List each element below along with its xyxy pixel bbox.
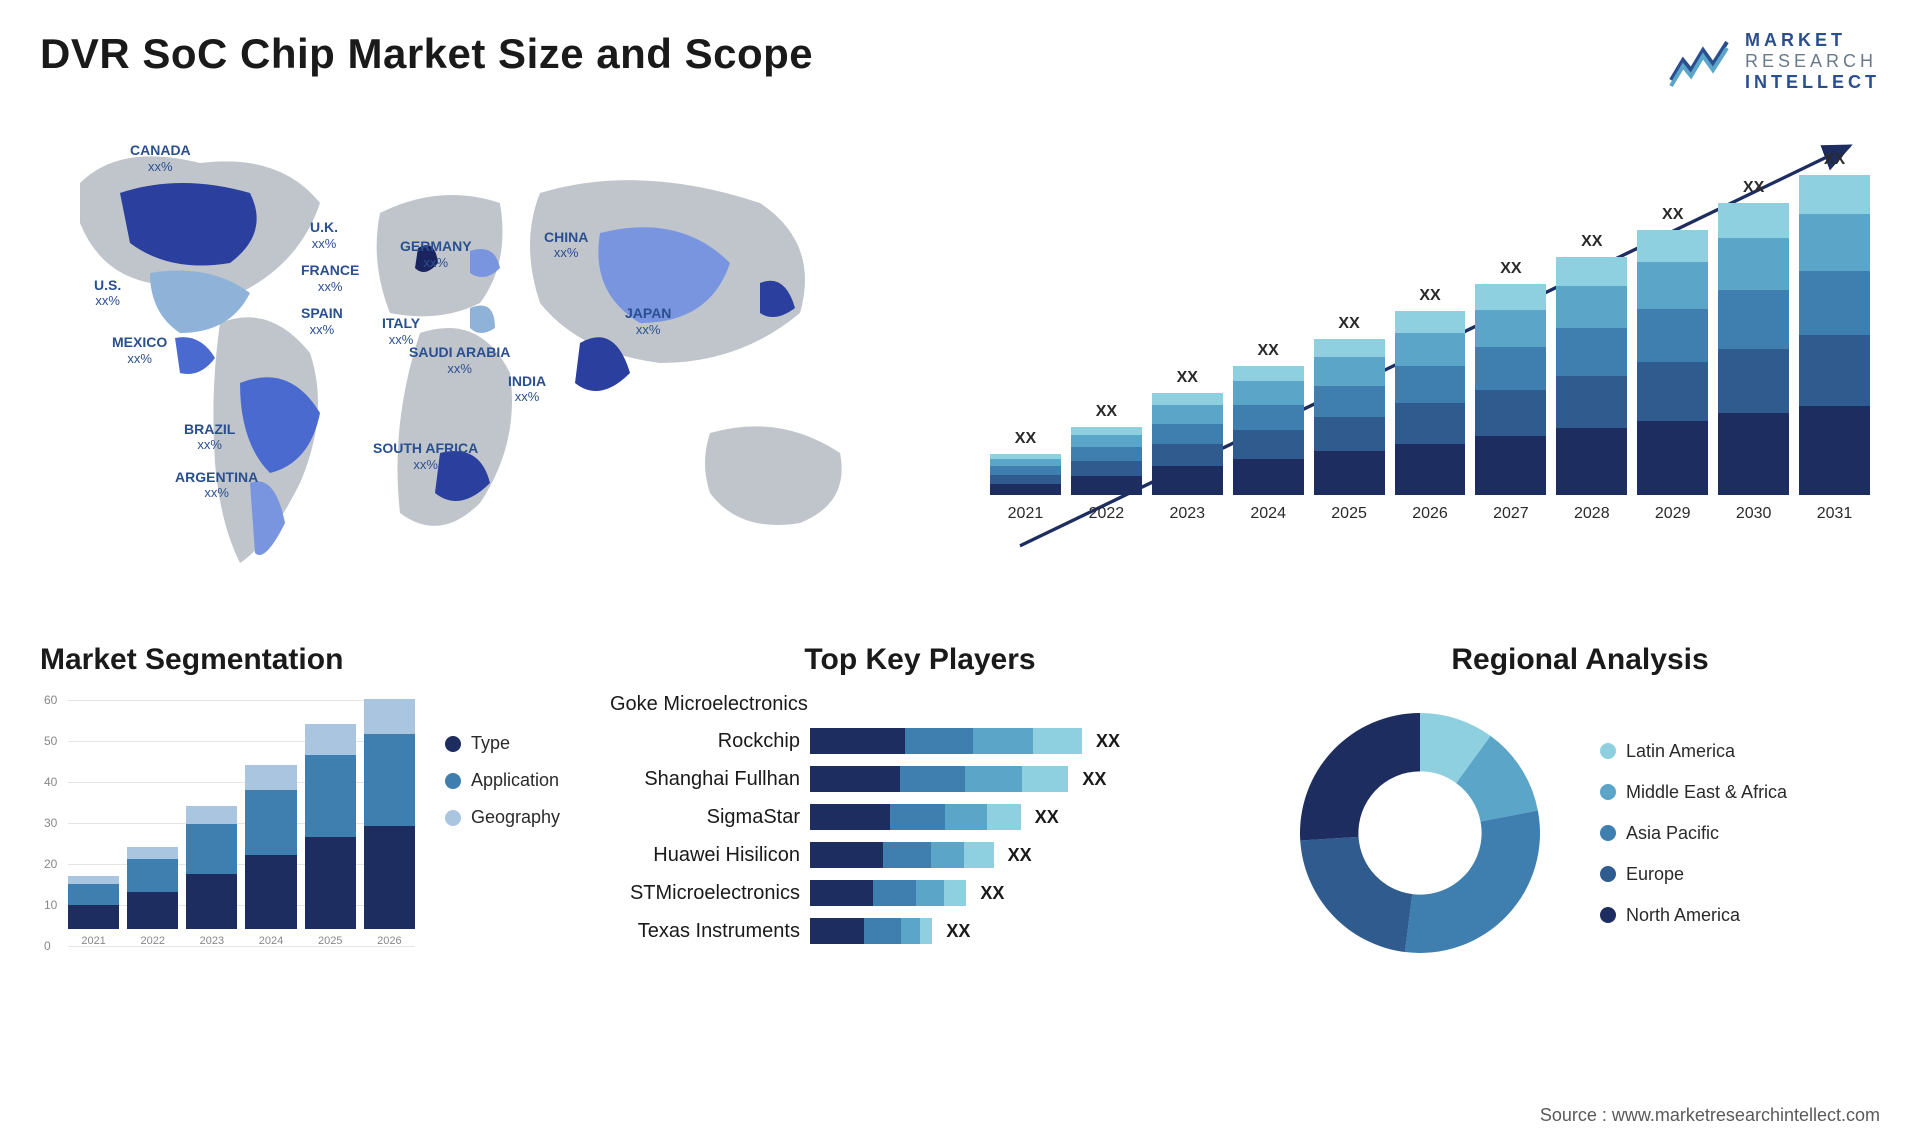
player-row: SigmaStarXX	[610, 804, 1230, 830]
logo-line1: MARKET	[1745, 30, 1880, 51]
map-label: ARGENTINAxx%	[175, 469, 258, 501]
regional-donut	[1280, 693, 1560, 973]
players-panel: Top Key Players Goke Microelectronics Ro…	[610, 643, 1230, 973]
players-title: Top Key Players	[610, 643, 1230, 677]
logo-line2: RESEARCH	[1745, 51, 1880, 72]
seg-bar: 2021	[68, 876, 119, 947]
seg-bar: 2025	[305, 724, 356, 947]
seg-bar: 2022	[127, 847, 178, 947]
growth-chart: XX2021XX2022XX2023XX2024XX2025XX2026XX20…	[980, 123, 1880, 603]
map-label: BRAZILxx%	[184, 421, 235, 453]
seg-bar: 2026	[364, 699, 415, 947]
map-label: INDIAxx%	[508, 373, 546, 405]
seg-bar: 2024	[245, 765, 296, 947]
legend-item: Europe	[1600, 864, 1787, 885]
map-label: U.K.xx%	[310, 219, 338, 251]
legend-item: Geography	[445, 807, 560, 828]
segmentation-panel: Market Segmentation 20212022202320242025…	[40, 643, 560, 973]
logo-line3: INTELLECT	[1745, 72, 1880, 93]
legend-item: Middle East & Africa	[1600, 782, 1787, 803]
regional-panel: Regional Analysis Latin America Middle Ea…	[1280, 643, 1880, 973]
player-row: Huawei HisiliconXX	[610, 842, 1230, 868]
legend-item: North America	[1600, 905, 1787, 926]
seg-bar: 2023	[186, 806, 237, 947]
legend-item: Asia Pacific	[1600, 823, 1787, 844]
brand-logo: MARKET RESEARCH INTELLECT	[1669, 30, 1880, 93]
player-row: STMicroelectronicsXX	[610, 880, 1230, 906]
legend-item: Application	[445, 770, 560, 791]
source-text: Source : www.marketresearchintellect.com	[1540, 1105, 1880, 1126]
world-map: CANADAxx% U.S.xx% MEXICOxx% BRAZILxx% ARGENT…	[40, 123, 940, 603]
growth-bar: XX2022	[1071, 403, 1142, 523]
map-label: MEXICOxx%	[112, 334, 167, 366]
legend-item: Latin America	[1600, 741, 1787, 762]
map-label: U.S.xx%	[94, 277, 121, 309]
growth-bar: XX2021	[990, 430, 1061, 523]
map-label: CANADAxx%	[130, 142, 191, 174]
map-label: JAPANxx%	[625, 305, 671, 337]
growth-bar: XX2029	[1637, 206, 1708, 523]
donut-slice	[1300, 713, 1420, 841]
regional-legend: Latin America Middle East & Africa Asia Pa…	[1600, 741, 1787, 926]
segmentation-chart: 202120222023202420252026 0102030405060	[40, 693, 415, 973]
map-label: FRANCExx%	[301, 262, 359, 294]
players-header: Goke Microelectronics	[610, 693, 1230, 716]
player-row: Texas InstrumentsXX	[610, 918, 1230, 944]
map-label: SPAINxx%	[301, 305, 343, 337]
growth-bar: XX2023	[1152, 369, 1223, 523]
player-row: Shanghai FullhanXX	[610, 766, 1230, 792]
regional-title: Regional Analysis	[1280, 643, 1880, 677]
map-label: GERMANYxx%	[400, 238, 472, 270]
map-label: CHINAxx%	[544, 229, 588, 261]
map-label: SAUDI ARABIAxx%	[409, 344, 510, 376]
segmentation-title: Market Segmentation	[40, 643, 560, 677]
donut-slice	[1405, 811, 1540, 953]
growth-bar: XX2027	[1475, 260, 1546, 523]
map-label: SOUTH AFRICAxx%	[373, 440, 478, 472]
legend-item: Type	[445, 733, 560, 754]
growth-bar: XX2026	[1395, 287, 1466, 523]
growth-bar: XX2024	[1233, 342, 1304, 523]
growth-bar: XX2031	[1799, 151, 1870, 523]
segmentation-legend: Type Application Geography	[445, 693, 560, 973]
growth-bar: XX2028	[1556, 233, 1627, 523]
page-title: DVR SoC Chip Market Size and Scope	[40, 30, 813, 78]
donut-slice	[1300, 837, 1412, 952]
player-row: RockchipXX	[610, 728, 1230, 754]
map-label: ITALYxx%	[382, 315, 420, 347]
growth-bar: XX2025	[1314, 315, 1385, 523]
growth-bar: XX2030	[1718, 179, 1789, 523]
